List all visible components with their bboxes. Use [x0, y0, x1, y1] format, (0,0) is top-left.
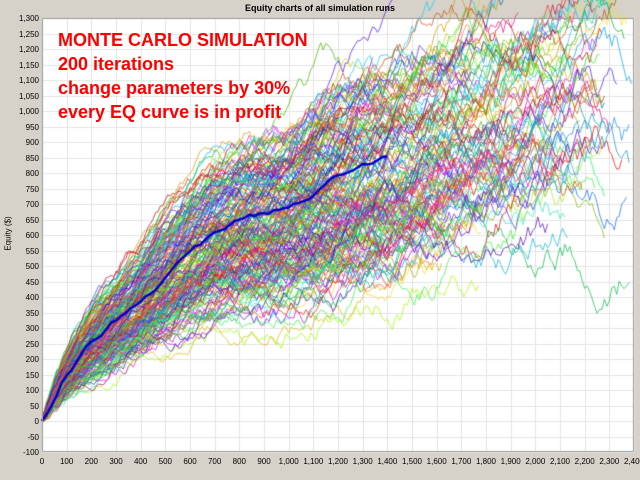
annotation-line-2: 200 iterations: [58, 54, 175, 74]
annotation-block: MONTE CARLO SIMULATION 200 iterations ch…: [58, 28, 308, 124]
annotation-line-1: MONTE CARLO SIMULATION: [58, 30, 308, 50]
annotation-line-3: change parameters by 30%: [58, 78, 291, 98]
annotation-line-4: every EQ curve is in profit: [58, 102, 282, 122]
y-axis-title: Equity ($): [3, 216, 13, 251]
chart-title: Equity charts of all simulation runs: [244, 3, 396, 13]
